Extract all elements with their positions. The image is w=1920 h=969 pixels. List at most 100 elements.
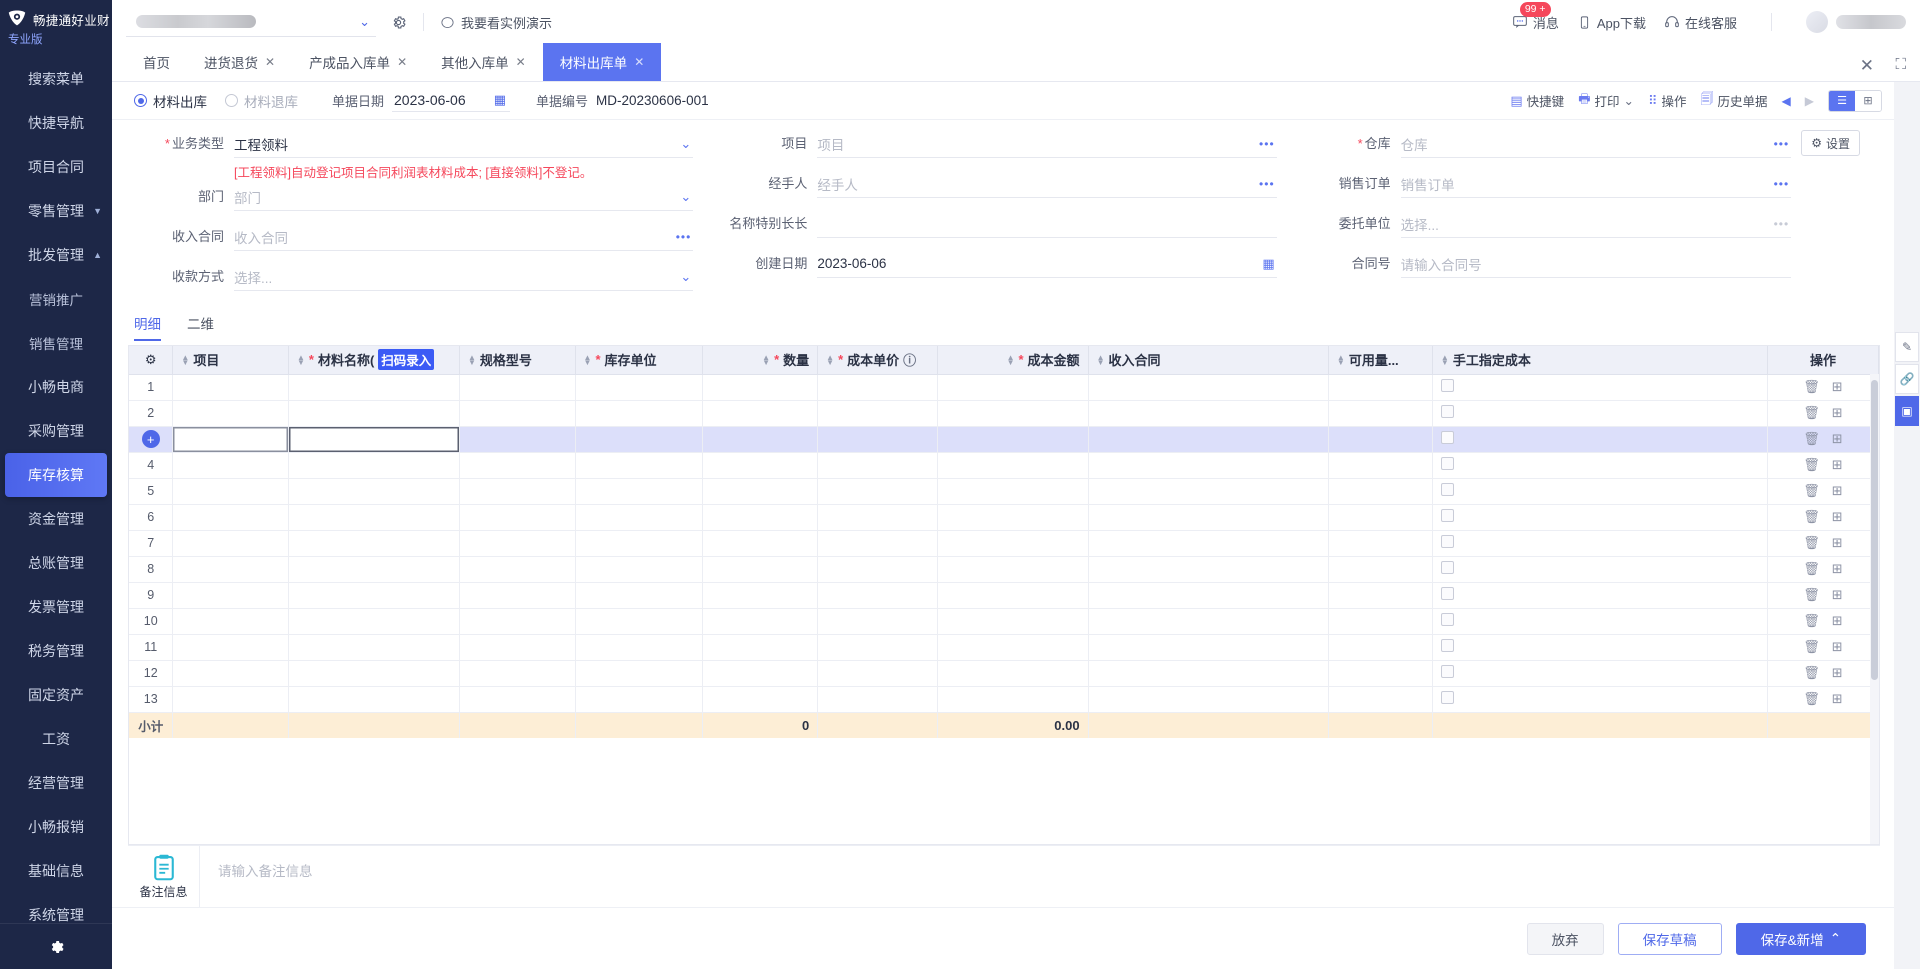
cell-project[interactable] (172, 686, 289, 713)
sort-icon[interactable]: ▲ ▼ (1336, 352, 1345, 367)
cell-amount[interactable] (937, 556, 1089, 583)
cell-material[interactable] (288, 686, 460, 713)
table-row[interactable]: 10 🗑 ⊞ (129, 608, 1879, 635)
tab-close-icon[interactable]: ✕ (397, 55, 408, 69)
cell-available[interactable] (1328, 426, 1433, 453)
cell-income_contract[interactable] (1088, 478, 1329, 505)
cell-operations[interactable]: 🗑 ⊞ (1767, 504, 1879, 531)
dots-icon[interactable]: ••• (1259, 136, 1275, 151)
caret-right-icon[interactable]: ▶ (1804, 93, 1814, 108)
table-row[interactable]: 7 🗑 ⊞ (129, 530, 1879, 557)
cell-spec[interactable] (459, 556, 576, 583)
cell-project[interactable] (172, 426, 289, 453)
table-row[interactable]: + 🗑 ⊞ (129, 426, 1879, 453)
tab-2[interactable]: 产成品入库单 ✕ (292, 43, 424, 81)
cell-qty[interactable] (702, 478, 819, 505)
row-index-cell[interactable]: 4 (129, 452, 174, 479)
sidebar-item-3[interactable]: 零售管理 ▼ (0, 189, 112, 233)
sidebar-item-11[interactable]: 总账管理 (0, 541, 112, 585)
cell-manual-cost[interactable] (1432, 556, 1768, 583)
cell-qty[interactable] (702, 426, 819, 453)
trash-icon[interactable]: 🗑 (1803, 613, 1820, 628)
dots-icon[interactable]: ••• (1259, 176, 1275, 191)
cell-operations[interactable]: 🗑 ⊞ (1767, 452, 1879, 479)
cell-material[interactable] (288, 504, 460, 531)
cell-spec[interactable] (459, 374, 576, 401)
sidebar-item-17[interactable]: 小畅报销 (0, 805, 112, 849)
row-index-cell[interactable]: 9 (129, 582, 174, 609)
cell-manual-cost[interactable] (1432, 634, 1768, 661)
cell-unit[interactable] (575, 556, 703, 583)
cell-project[interactable] (172, 400, 289, 427)
cell-unit_cost[interactable] (817, 634, 939, 661)
cell-operations[interactable]: 🗑 ⊞ (1767, 426, 1879, 453)
sidebar-item-2[interactable]: 项目合同 (0, 145, 112, 189)
cell-income_contract[interactable] (1088, 556, 1329, 583)
field-input[interactable]: 销售订单 ••• (1400, 170, 1792, 198)
cell-unit_cost[interactable] (817, 478, 939, 505)
cell-qty[interactable] (702, 608, 819, 635)
cell-available[interactable] (1328, 504, 1433, 531)
org-selector[interactable]: ⌄ (126, 7, 376, 37)
footer-button-1[interactable]: 保存草稿 (1617, 922, 1722, 955)
row-index-cell[interactable]: 10 (129, 608, 174, 635)
calendar-icon[interactable]: ▦ (493, 91, 507, 107)
cell-operations[interactable]: 🗑 ⊞ (1767, 660, 1879, 687)
cell-unit_cost[interactable] (817, 660, 939, 687)
col-header-manual_cost[interactable]: ▲ ▼ 手工指定成本 (1432, 346, 1768, 375)
cell-project[interactable] (172, 582, 289, 609)
cell-available[interactable] (1328, 634, 1433, 661)
sidebar-item-13[interactable]: 税务管理 (0, 629, 112, 673)
write-icon[interactable]: ✎ (1895, 332, 1919, 362)
copy-row-icon[interactable]: ⊞ (1831, 665, 1843, 680)
cell-income_contract[interactable] (1088, 504, 1329, 531)
tab-3[interactable]: 其他入库单 ✕ (424, 43, 543, 81)
cell-income_contract[interactable] (1088, 452, 1329, 479)
cell-qty[interactable] (702, 660, 819, 687)
user-menu[interactable] (1806, 11, 1906, 33)
cell-qty[interactable] (702, 582, 819, 609)
cell-material[interactable] (288, 660, 460, 687)
sort-icon[interactable]: ▲ ▼ (762, 352, 771, 367)
sort-icon[interactable]: ▲ ▼ (181, 352, 190, 367)
row-index-cell[interactable]: 7 (129, 530, 174, 557)
cell-spec[interactable] (459, 660, 576, 687)
cell-available[interactable] (1328, 374, 1433, 401)
cell-material[interactable] (288, 374, 460, 401)
sidebar-item-14[interactable]: 固定资产 (0, 673, 112, 717)
add-row-icon[interactable]: + (141, 430, 160, 448)
sidebar-item-18[interactable]: 基础信息 (0, 849, 112, 893)
col-header-unit_cost[interactable]: ▲ ▼ * 成本单价 ⓘ (817, 346, 939, 375)
sort-icon[interactable]: ▲ ▼ (1440, 352, 1449, 367)
doc-date-input[interactable]: 2023-06-06 ▦ (392, 90, 511, 112)
cell-amount[interactable] (937, 530, 1089, 557)
table-row[interactable]: 2 🗑 ⊞ (129, 400, 1879, 427)
card-view-icon[interactable]: ⊞ (1855, 90, 1881, 111)
list-view-icon[interactable]: ☰ (1829, 90, 1855, 111)
col-header-spec[interactable]: ▲ ▼ 规格型号 (459, 346, 576, 375)
topbar-settings-gear-icon[interactable] (390, 14, 407, 31)
copy-row-icon[interactable]: ⊞ (1831, 535, 1843, 550)
cell-amount[interactable] (937, 582, 1089, 609)
cell-material[interactable] (288, 478, 460, 505)
tab-close-icon[interactable]: ✕ (265, 55, 276, 69)
cell-spec[interactable] (459, 686, 576, 713)
tab-close-icon[interactable]: ✕ (515, 55, 526, 69)
cell-spec[interactable] (459, 582, 576, 609)
cell-amount[interactable] (937, 426, 1089, 453)
manual-cost-checkbox[interactable] (1440, 483, 1454, 496)
field-input[interactable]: 2023-06-06 ▦ (817, 250, 1277, 278)
cell-unit[interactable] (575, 660, 703, 687)
cell-project[interactable] (172, 608, 289, 635)
chevron-down-icon[interactable]: ⌄ (680, 268, 692, 284)
cell-unit[interactable] (575, 504, 703, 531)
cell-unit_cost[interactable] (817, 582, 939, 609)
doc-type-radio-0[interactable]: 材料出库 (134, 91, 207, 111)
cell-income_contract[interactable] (1088, 634, 1329, 661)
field-input[interactable]: 经手人 ••• (817, 170, 1277, 198)
support-button[interactable]: 在线客服 (1664, 13, 1737, 32)
sidebar-item-12[interactable]: 发票管理 (0, 585, 112, 629)
copy-row-icon[interactable]: ⊞ (1831, 587, 1843, 602)
manual-cost-checkbox[interactable] (1440, 405, 1454, 418)
table-row[interactable]: 12 🗑 ⊞ (129, 660, 1879, 687)
